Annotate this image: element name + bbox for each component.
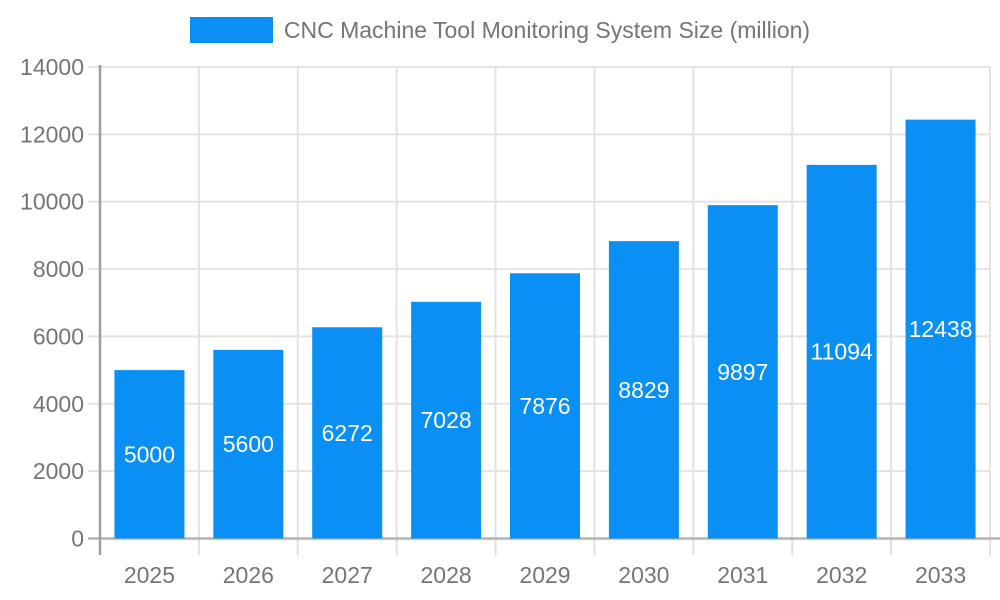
bar-series xyxy=(114,119,976,539)
bar-value-label: 9897 xyxy=(717,359,768,385)
y-tick-label: 14000 xyxy=(20,54,84,80)
y-tick-label: 6000 xyxy=(33,323,84,349)
x-tick-label: 2028 xyxy=(421,562,472,588)
legend-label: CNC Machine Tool Monitoring System Size … xyxy=(283,17,811,43)
bar-value-label: 11094 xyxy=(811,339,873,365)
x-tick-label: 2027 xyxy=(322,562,373,588)
bar-value-label: 7028 xyxy=(421,407,472,433)
x-tick-label: 2032 xyxy=(816,562,867,588)
x-axis-labels: 2025 2026 2027 2028 2029 2030 2031 2032 2033 xyxy=(124,562,966,588)
y-axis-labels: 0 2000 4000 6000 8000 10000 12000 14000 xyxy=(20,54,84,552)
bar-2026[interactable] xyxy=(213,349,284,539)
bar-value-labels: 5000 5600 6272 7028 7876 8829 9897 11094 12438 xyxy=(124,316,973,467)
x-gridlines xyxy=(197,66,991,539)
x-tick-label: 2029 xyxy=(519,562,570,588)
bar-value-label: 6272 xyxy=(322,420,373,446)
x-axis-ticks xyxy=(197,539,991,555)
y-tick-label: 4000 xyxy=(33,391,84,417)
bar-2028[interactable] xyxy=(411,301,482,539)
bar-2031[interactable] xyxy=(707,205,778,539)
bar-value-label: 5000 xyxy=(124,441,175,467)
bar-value-label: 5600 xyxy=(223,431,274,457)
bar-value-label: 7876 xyxy=(519,393,570,419)
y-tick-label: 10000 xyxy=(20,189,84,215)
x-tick-label: 2026 xyxy=(223,562,274,588)
bar-2033[interactable] xyxy=(905,119,976,539)
bar-2027[interactable] xyxy=(312,327,383,539)
y-tick-label: 12000 xyxy=(20,121,84,147)
y-tick-label: 2000 xyxy=(33,458,84,484)
bar-2032[interactable] xyxy=(806,164,877,539)
bar-value-label: 12438 xyxy=(909,316,973,342)
bar-2030[interactable] xyxy=(608,241,679,539)
x-tick-label: 2025 xyxy=(124,562,175,588)
x-tick-label: 2033 xyxy=(915,562,966,588)
x-tick-label: 2031 xyxy=(717,562,768,588)
y-tick-label: 0 xyxy=(71,526,84,552)
bar-value-label: 8829 xyxy=(618,377,669,403)
x-tick-label: 2030 xyxy=(618,562,669,588)
bar-2029[interactable] xyxy=(510,273,580,539)
y-tick-label: 8000 xyxy=(33,256,84,282)
bar-2025[interactable] xyxy=(114,370,185,539)
legend-swatch xyxy=(189,17,273,43)
chart-legend[interactable]: CNC Machine Tool Monitoring System Size … xyxy=(0,17,1000,43)
